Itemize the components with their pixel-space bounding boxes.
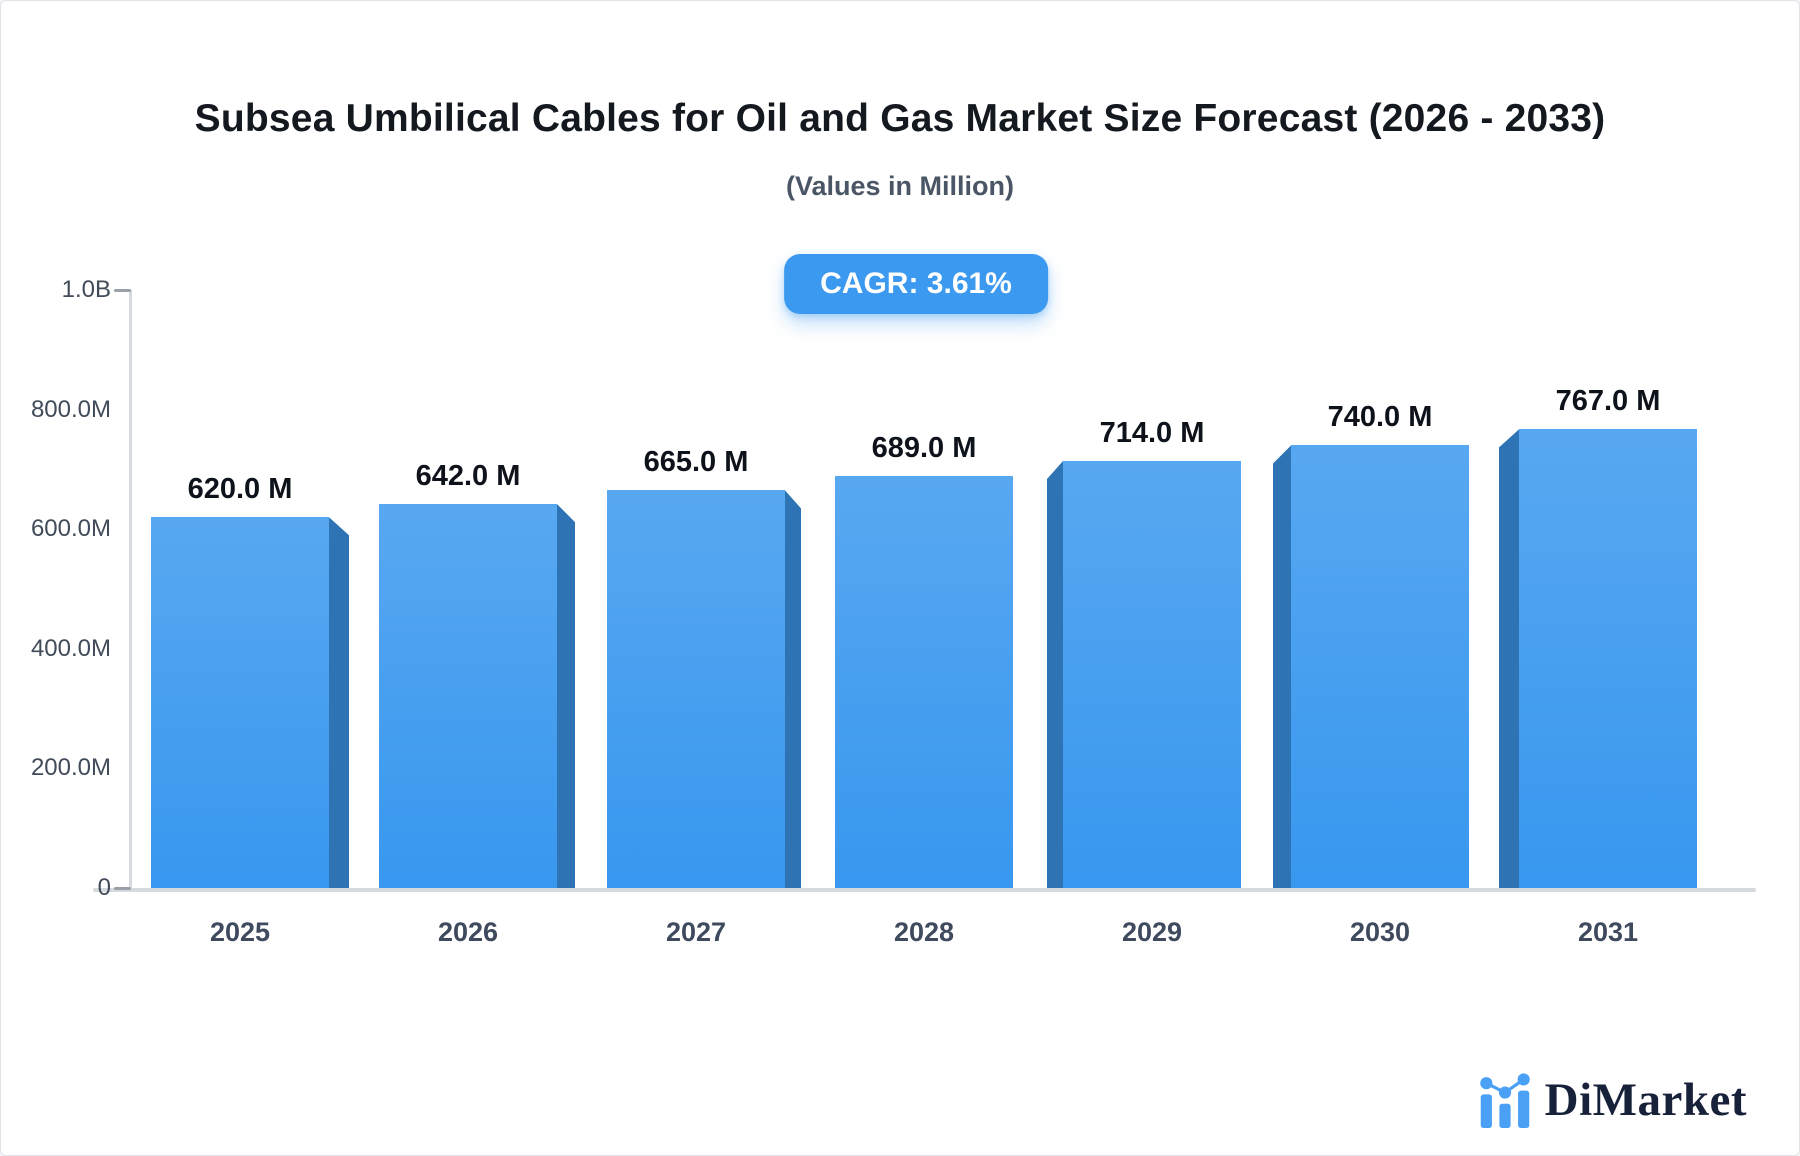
bar-2028[interactable] — [835, 475, 1013, 888]
page-subtitle: (Values in Million) — [785, 171, 1015, 201]
brand-logo-text: DiMarket — [1544, 1074, 1747, 1126]
x-axis-category-label: 2025 — [209, 917, 271, 947]
bar-2029[interactable] — [1063, 461, 1241, 888]
bar-value-label: 740.0 M — [1327, 401, 1433, 434]
bar-value-label: 767.0 M — [1555, 385, 1661, 418]
bar-value-label: 665.0 M — [643, 446, 749, 479]
bar-2031[interactable] — [1519, 429, 1697, 888]
cagr-badge: CAGR: 3.61% — [784, 254, 1048, 314]
x-axis-category-label: 2031 — [1577, 917, 1639, 947]
bar-2025[interactable] — [151, 517, 329, 888]
bar-2029-side-panel — [1047, 461, 1063, 888]
brand-logo: DiMarket — [1477, 1071, 1747, 1129]
bar-2030-side-panel — [1273, 445, 1291, 888]
y-axis-tick-mark — [114, 886, 131, 890]
y-axis-tick-mark — [114, 288, 131, 292]
page-title: Subsea Umbilical Cables for Oil and Gas … — [194, 97, 1606, 140]
bar-value-label: 689.0 M — [871, 431, 977, 464]
x-axis-baseline — [93, 888, 1756, 892]
y-axis-tick-label: 400.0M — [30, 634, 111, 662]
y-axis-tick-label: 0 — [97, 874, 111, 901]
x-axis-category-label: 2027 — [665, 917, 727, 947]
bar-value-label: 714.0 M — [1099, 417, 1205, 450]
y-axis-tick-label: 600.0M — [30, 515, 111, 543]
bar-2030[interactable] — [1291, 445, 1469, 888]
y-axis-line — [129, 290, 132, 888]
y-axis-tick-label: 800.0M — [30, 395, 111, 423]
bar-2025-side-panel — [329, 517, 349, 888]
x-axis-category-label: 2029 — [1121, 917, 1183, 947]
y-axis-tick-label: 200.0M — [30, 754, 111, 782]
y-axis-tick-label: 1.0B — [61, 276, 111, 303]
bar-2026[interactable] — [379, 504, 557, 888]
bar-value-label: 620.0 M — [187, 473, 293, 506]
x-axis-category-label: 2030 — [1349, 917, 1411, 947]
bar-2026-side-panel — [557, 504, 575, 888]
bar-2027[interactable] — [607, 490, 785, 888]
x-axis-category-label: 2028 — [893, 917, 955, 947]
bar-line-chart-icon — [1477, 1071, 1533, 1129]
bar-2031-side-panel — [1499, 429, 1519, 888]
bar-value-label: 642.0 M — [415, 460, 521, 493]
x-axis-category-label: 2026 — [437, 917, 499, 947]
bar-2027-side-panel — [785, 490, 801, 888]
